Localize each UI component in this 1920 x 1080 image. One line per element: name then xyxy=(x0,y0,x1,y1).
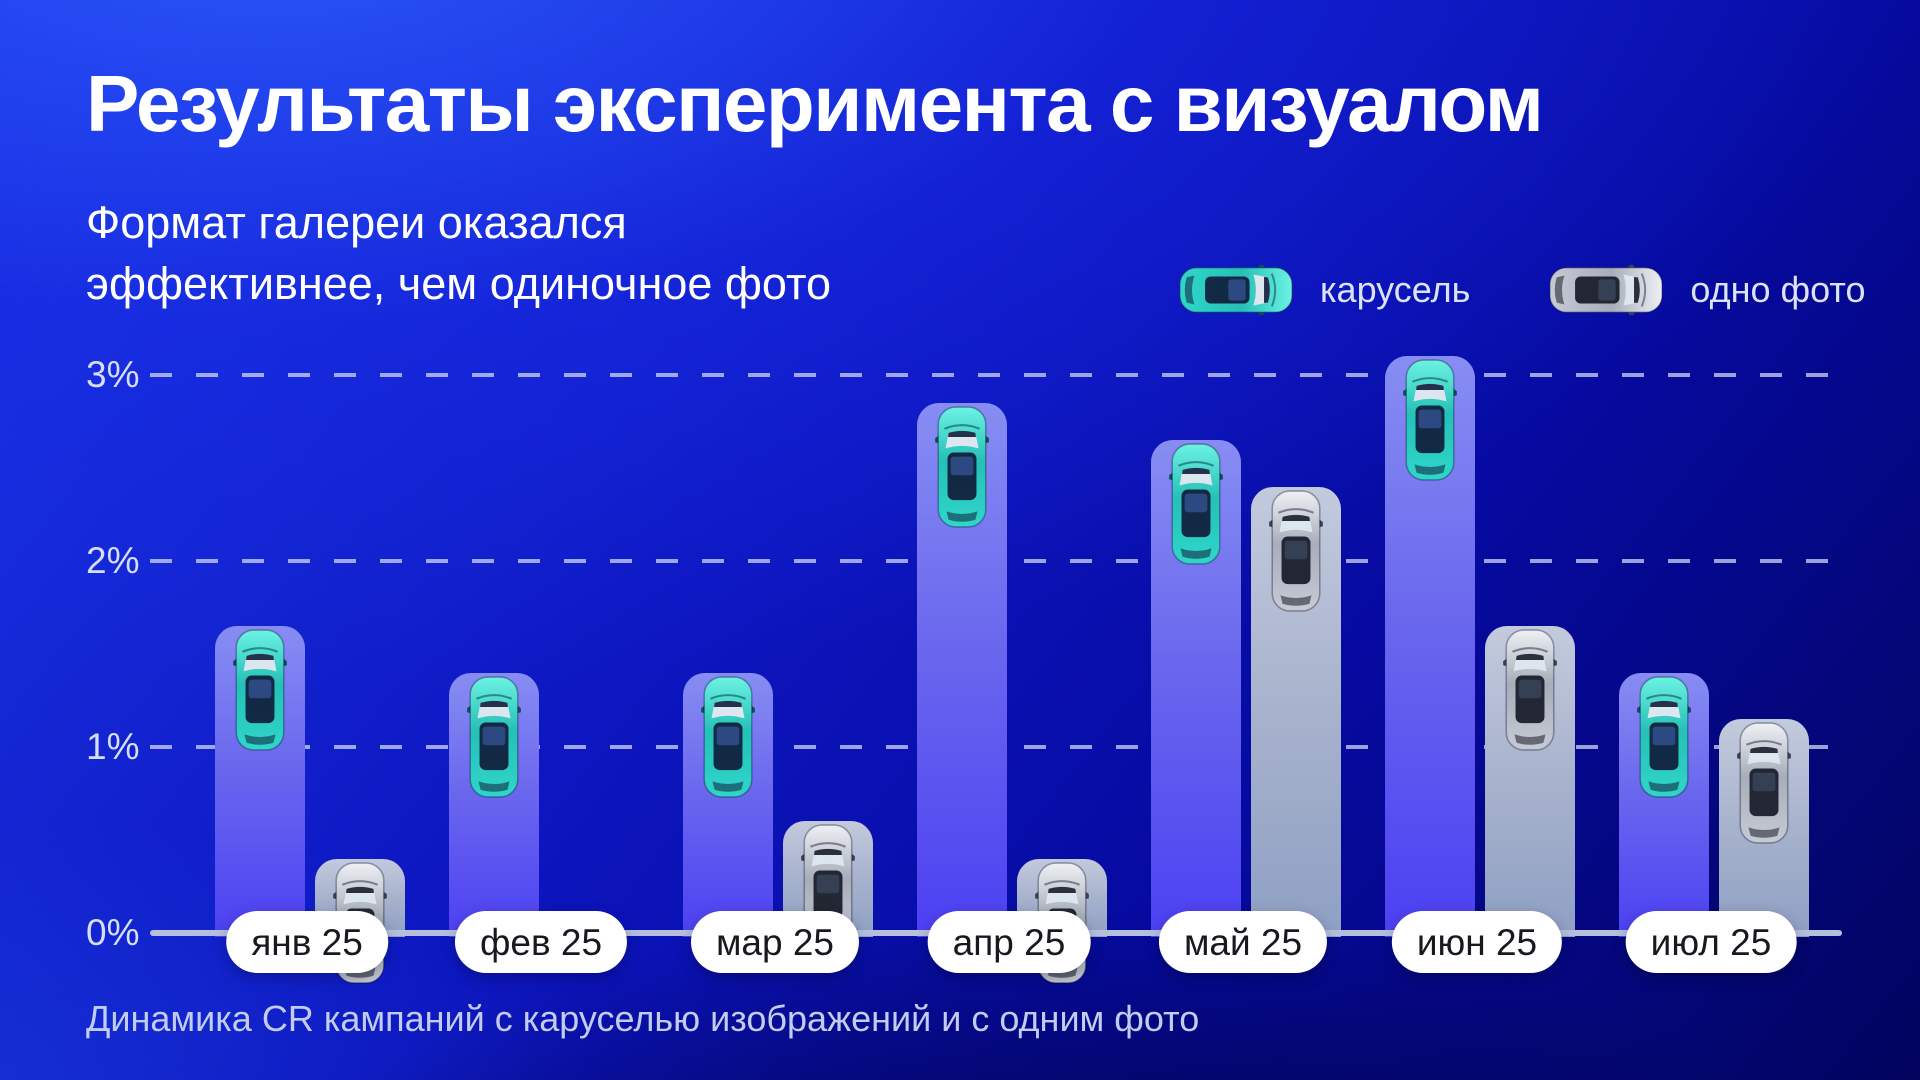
photo-car-icon xyxy=(1265,489,1327,613)
carousel-car-icon xyxy=(697,675,759,799)
x-axis-label-pill: июн 25 xyxy=(1391,911,1563,973)
x-axis-label-pill: фев 25 xyxy=(454,911,628,973)
carousel-car-icon xyxy=(931,405,993,529)
chart-caption: Динамика CR кампаний с каруселью изображ… xyxy=(86,998,1200,1039)
carousel-car-icon xyxy=(1633,675,1695,799)
x-axis-label-pill: янв 25 xyxy=(226,911,388,973)
legend-item-carousel: карусель xyxy=(1178,261,1470,319)
teal-car-top-view-icon xyxy=(1178,261,1294,319)
page-title: Результаты эксперимента с визуалом xyxy=(86,59,1544,148)
legend-item-photo: одно фото xyxy=(1548,261,1865,319)
subtitle-line-2: эффективнее, чем одиночное фото xyxy=(86,258,832,309)
x-axis-label-pill: май 25 xyxy=(1158,911,1328,973)
photo-car-icon xyxy=(1733,721,1795,845)
y-axis-tick-label: 3% xyxy=(86,354,140,395)
chart-legend: карусель одно фото xyxy=(1178,260,1865,320)
gridline-3% xyxy=(150,373,1848,377)
x-axis-label-pill: мар 25 xyxy=(690,911,860,973)
x-axis-label-pill: апр 25 xyxy=(927,911,1091,973)
gray-car-top-view-icon xyxy=(1548,261,1664,319)
carousel-car-icon xyxy=(1165,442,1227,566)
subtitle: Формат галереи оказался эффективнее, чем… xyxy=(86,192,831,314)
legend-label-photo: одно фото xyxy=(1690,269,1866,310)
carousel-car-icon xyxy=(229,628,291,752)
carousel-car-icon xyxy=(1399,358,1461,482)
y-axis-tick-label: 0% xyxy=(86,912,140,953)
x-axis-label-pill: июл 25 xyxy=(1625,911,1797,973)
subtitle-line-1: Формат галереи оказался xyxy=(86,197,627,248)
legend-label-carousel: карусель xyxy=(1320,269,1471,310)
photo-car-icon xyxy=(1499,628,1561,752)
y-axis-tick-label: 1% xyxy=(86,726,140,767)
y-axis-tick-label: 2% xyxy=(86,540,140,581)
carousel-car-icon xyxy=(463,675,525,799)
